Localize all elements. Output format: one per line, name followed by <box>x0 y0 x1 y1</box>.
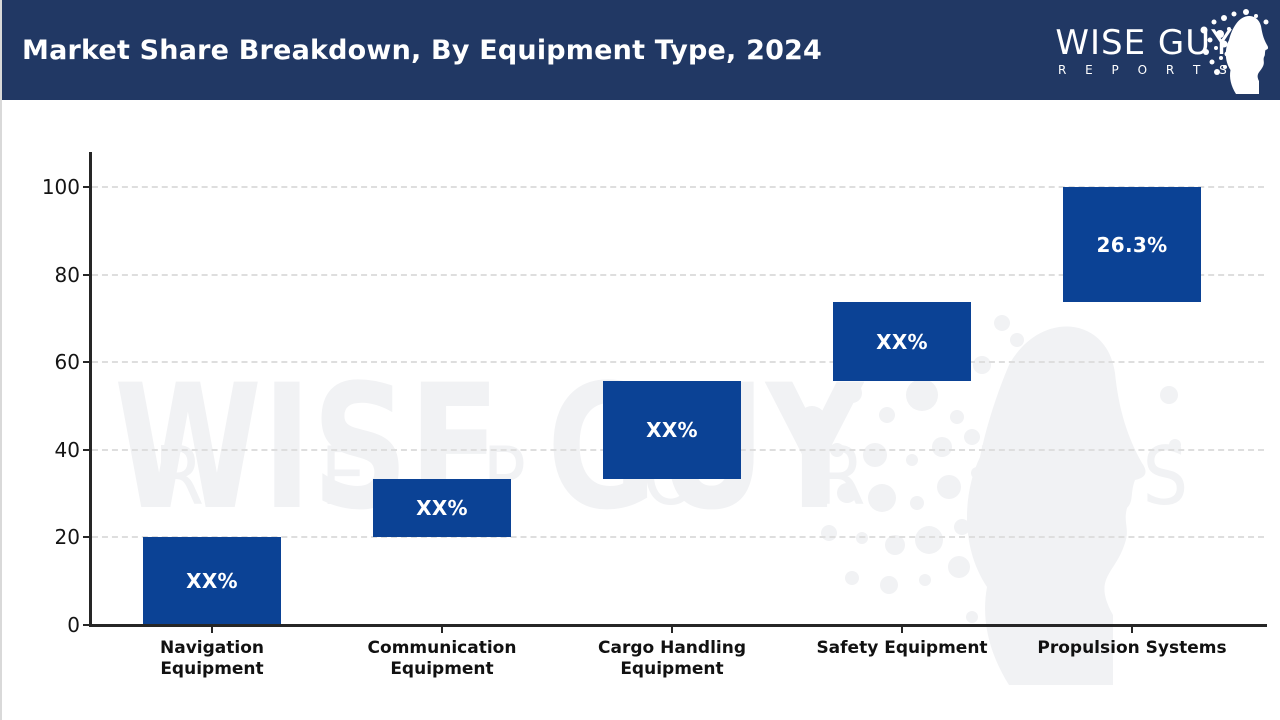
x-axis-spine <box>89 624 1267 627</box>
x-tick-0 <box>211 625 213 633</box>
y-tick-80 <box>83 273 90 276</box>
y-tick-label: 80 <box>54 262 80 287</box>
bar-value-label: 26.3% <box>1096 232 1168 257</box>
page-title: Market Share Breakdown, By Equipment Typ… <box>22 34 823 66</box>
bar-safety-equipment: XX% <box>833 302 971 382</box>
bar-value-label: XX% <box>876 329 928 354</box>
bar-propulsion-systems: 26.3% <box>1063 187 1201 303</box>
bar-cargo-handling-equipment: XX% <box>603 381 741 479</box>
y-tick-label: 20 <box>54 525 80 550</box>
y-tick-label: 60 <box>54 350 80 375</box>
y-tick-0 <box>83 624 90 626</box>
gridline-y-60 <box>92 361 1264 364</box>
x-tick-4 <box>1131 625 1133 633</box>
y-tick-label: 100 <box>41 175 80 199</box>
gridline-y-100 <box>92 186 1264 188</box>
bar-navigation-equipment: XX% <box>143 537 281 625</box>
x-category-label: Cargo Handling Equipment <box>598 638 746 679</box>
bar-value-label: XX% <box>646 417 698 442</box>
y-tick-label: 40 <box>54 437 80 462</box>
x-category-label: Communication Equipment <box>367 638 517 679</box>
header-bar: Market Share Breakdown, By Equipment Typ… <box>2 0 1280 100</box>
x-category-label: Safety Equipment <box>816 638 988 658</box>
bar-communication-equipment: XX% <box>373 478 511 538</box>
chart-area: WISE GUY R E P O R T S 020406080100XX%Na… <box>2 100 1280 720</box>
x-tick-2 <box>671 625 673 633</box>
logo-sub-text: R E P O R T S <box>1058 63 1235 77</box>
bar-value-label: XX% <box>416 496 468 521</box>
y-tick-60 <box>83 361 90 364</box>
y-axis-spine <box>89 152 92 626</box>
bar-value-label: XX% <box>186 569 238 594</box>
x-tick-3 <box>901 625 903 633</box>
y-tick-100 <box>83 186 90 188</box>
y-tick-20 <box>83 536 90 539</box>
gridline-y-80 <box>92 273 1264 276</box>
wise-guy-logo: WISE GUY R E P O R T S <box>1024 6 1274 94</box>
x-category-label: Propulsion Systems <box>1037 638 1227 658</box>
gridline-y-20 <box>92 536 1264 539</box>
y-tick-40 <box>83 448 90 451</box>
x-tick-1 <box>441 625 443 633</box>
x-category-label: Navigation Equipment <box>160 638 264 679</box>
y-tick-label: 0 <box>67 613 80 637</box>
logo-face-icon <box>1200 9 1269 94</box>
